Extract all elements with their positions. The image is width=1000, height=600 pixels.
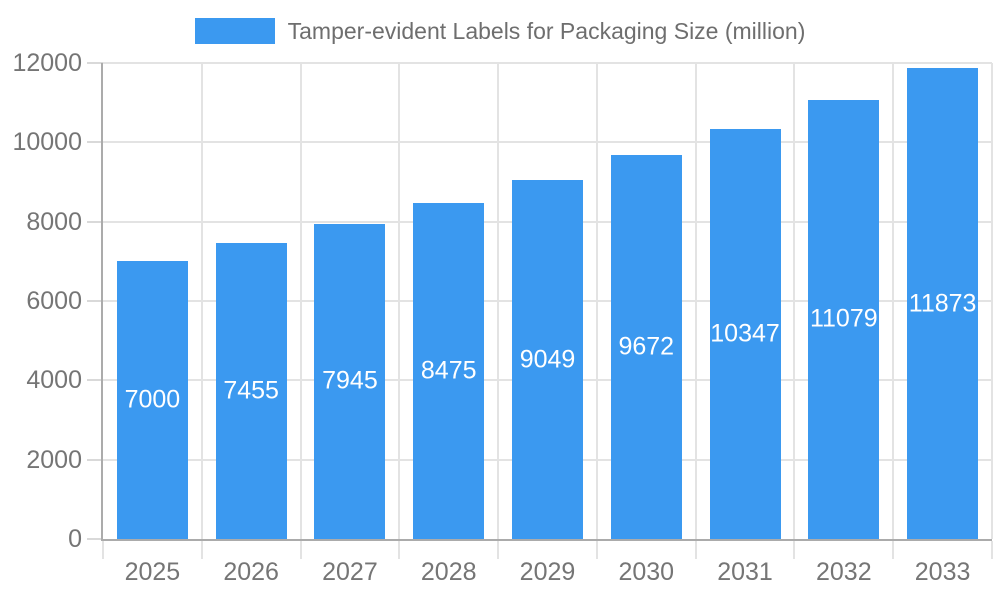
y-tick-mark [87, 220, 103, 223]
bar-value-label: 7945 [322, 366, 378, 395]
x-tick-mark [793, 541, 796, 559]
x-axis-tick-label: 2028 [420, 558, 477, 586]
bar[interactable]: 7000 [116, 261, 188, 539]
y-tick-mark [87, 458, 103, 461]
bar[interactable]: 8475 [413, 202, 485, 539]
chart-legend[interactable]: Tamper-evident Labels for Packaging Size… [0, 17, 1000, 45]
bar-value-label: 8475 [420, 356, 477, 385]
bar[interactable]: 7455 [215, 243, 287, 539]
bar[interactable]: 7945 [314, 223, 386, 539]
y-tick-mark [87, 379, 103, 382]
y-tick-mark [87, 141, 103, 144]
x-tick-mark [102, 541, 104, 559]
v-gridline [497, 63, 500, 539]
x-axis-tick-label: 2032 [816, 558, 872, 586]
bar-value-label: 7000 [124, 385, 181, 414]
y-tick-mark [87, 300, 103, 302]
v-gridline [595, 63, 598, 539]
y-axis-tick-label: 10000 [12, 128, 82, 157]
y-axis-line [101, 63, 103, 541]
bar[interactable]: 11873 [907, 68, 979, 539]
bar-value-label: 11873 [908, 289, 977, 318]
bar[interactable]: 9672 [610, 155, 682, 539]
y-axis-tick-label: 0 [68, 525, 82, 553]
x-tick-mark [299, 541, 302, 559]
x-tick-mark [991, 541, 993, 559]
y-axis-tick-label: 6000 [26, 287, 82, 315]
y-axis-tick-label: 12000 [12, 49, 82, 77]
x-axis-tick-label: 2031 [717, 558, 773, 586]
x-tick-mark [892, 541, 895, 559]
x-axis-line [103, 539, 992, 541]
y-tick-mark [87, 62, 103, 64]
bar-value-label: 9672 [618, 332, 675, 361]
v-gridline [299, 63, 302, 539]
x-axis-tick-label: 2029 [519, 558, 576, 586]
plot-area: 0 2000 4000 6000 8000 10000 12000 2025 2026 2027 2… [12, 50, 993, 585]
x-axis-tick-label: 2025 [124, 558, 181, 586]
x-axis-tick-label: 2033 [914, 558, 971, 586]
y-axis-tick-label: 4000 [26, 366, 82, 395]
x-axis-tick-label: 2026 [223, 558, 279, 586]
h-gridline [103, 141, 992, 144]
v-gridline [694, 63, 697, 539]
x-tick-mark [497, 541, 500, 559]
bar-value-label: 11079 [809, 304, 878, 333]
v-gridline [200, 63, 203, 539]
y-axis-tick-label: 8000 [26, 207, 82, 236]
v-gridline [892, 63, 895, 539]
x-axis-tick-label: 2027 [322, 558, 378, 586]
legend-label: Tamper-evident Labels for Packaging Size… [287, 18, 806, 44]
x-axis-tick-label: 2030 [618, 558, 675, 586]
x-tick-mark [694, 541, 697, 559]
h-gridline [103, 62, 992, 64]
bar-value-label: 9049 [519, 345, 576, 374]
x-tick-mark [595, 541, 598, 559]
legend-swatch [194, 18, 275, 44]
bar-value-label: 7455 [223, 376, 279, 405]
x-tick-mark [200, 541, 203, 559]
bar[interactable]: 11079 [808, 99, 880, 539]
bar[interactable]: 9049 [512, 180, 583, 539]
y-axis-tick-label: 2000 [26, 445, 82, 474]
v-gridline [793, 63, 796, 539]
x-tick-mark [398, 541, 401, 559]
bar-value-label: 10347 [710, 319, 780, 348]
v-gridline [991, 63, 993, 539]
bar[interactable]: 10347 [709, 128, 781, 539]
y-tick-mark [87, 538, 103, 540]
v-gridline [398, 63, 401, 539]
